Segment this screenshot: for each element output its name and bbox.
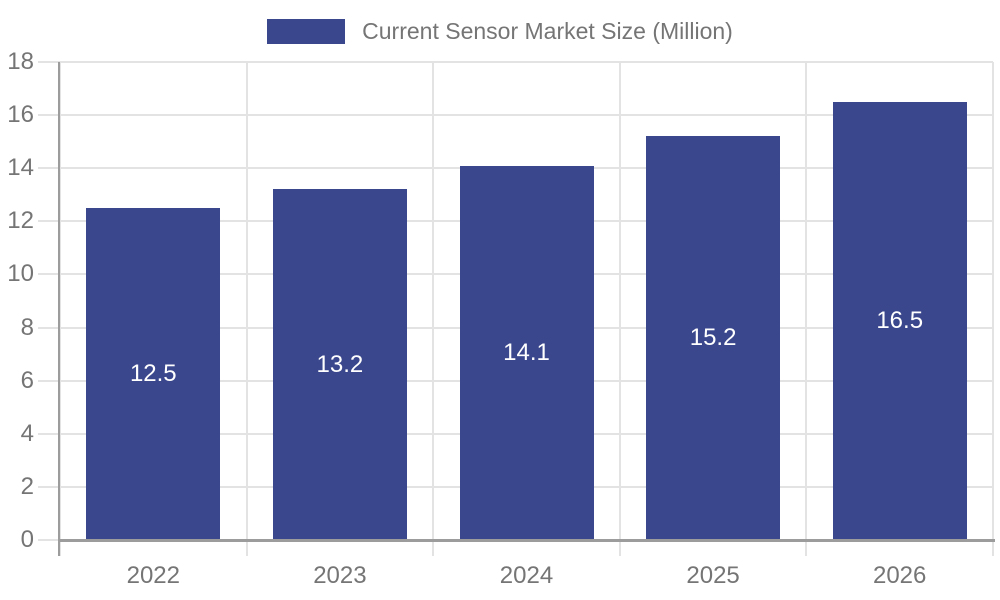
- bar-value-label: 12.5: [129, 360, 177, 388]
- bar-2022: 12.5: [86, 208, 221, 540]
- y-gridline: [38, 114, 993, 117]
- x-gridline: [992, 62, 994, 556]
- x-gridline: [618, 62, 621, 556]
- y-tick-label: 2: [20, 472, 34, 500]
- bar-value-label: 15.2: [689, 324, 737, 352]
- y-tick-label: 4: [20, 419, 34, 447]
- y-tick-label: 10: [7, 260, 34, 288]
- x-tick-label: 2026: [872, 562, 927, 589]
- y-tick-label: 8: [20, 313, 34, 341]
- bar-2025: 15.2: [646, 136, 781, 540]
- y-tick-label: 16: [7, 101, 34, 129]
- x-gridline: [245, 62, 248, 556]
- bar-value-label: 13.2: [316, 350, 364, 378]
- x-tick-label: 2024: [499, 562, 554, 589]
- y-gridline: [38, 61, 993, 63]
- y-tick-label: 14: [7, 154, 34, 182]
- x-axis-line: [58, 539, 995, 542]
- y-tick-label: 18: [7, 48, 34, 75]
- legend-item[interactable]: Current Sensor Market Size (Million): [0, 17, 1000, 45]
- x-tick-label: 2025: [686, 562, 740, 589]
- bar-value-label: 14.1: [503, 338, 550, 366]
- bar-2023: 13.2: [272, 189, 407, 540]
- x-gridline: [432, 62, 435, 556]
- y-axis-line: [58, 62, 60, 556]
- legend-label: Current Sensor Market Size (Million): [362, 17, 733, 44]
- legend-color-swatch: [267, 18, 346, 44]
- y-tick-label: 6: [20, 366, 34, 394]
- x-gridline: [59, 62, 61, 556]
- y-tick-label: 12: [7, 207, 34, 235]
- bar-2026: 16.5: [832, 101, 967, 540]
- x-tick-label: 2022: [126, 562, 180, 589]
- x-gridline: [805, 62, 808, 556]
- y-tick-label: 0: [20, 526, 34, 553]
- x-tick-label: 2023: [313, 562, 367, 589]
- bar-2024: 14.1: [459, 165, 594, 540]
- bar-value-label: 16.5: [876, 306, 924, 334]
